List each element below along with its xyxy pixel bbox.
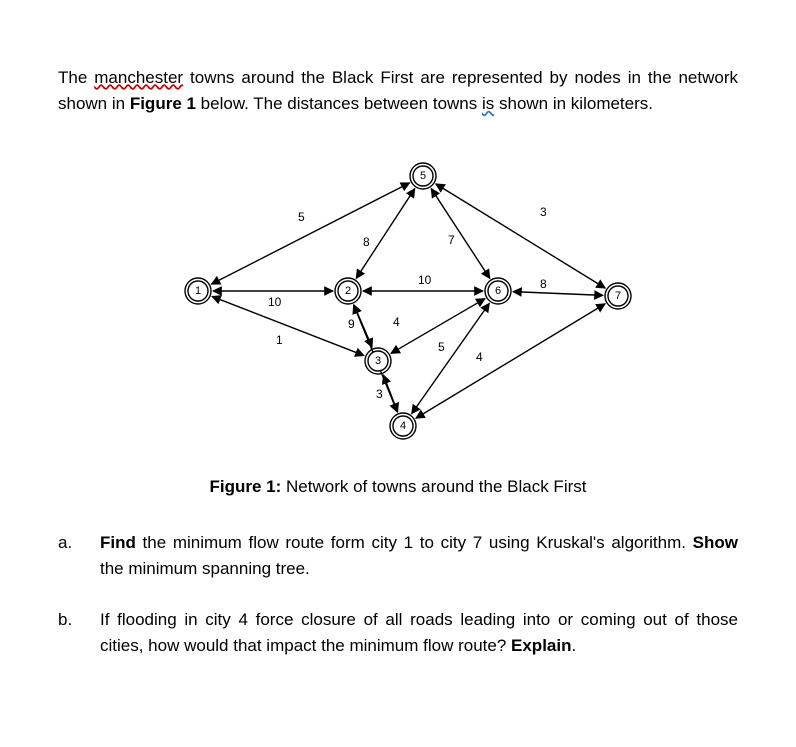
qa-t2: the minimum flow route form city 1 to ci… bbox=[136, 533, 693, 552]
qa-bold2: Show bbox=[693, 533, 738, 552]
svg-text:10: 10 bbox=[268, 295, 282, 309]
svg-text:4: 4 bbox=[400, 420, 406, 432]
figure-caption: Figure 1: Network of towns around the Bl… bbox=[58, 474, 738, 500]
question-a-label: a. bbox=[58, 530, 78, 583]
svg-text:1: 1 bbox=[195, 285, 201, 297]
intro-squiggle-2: is bbox=[482, 94, 494, 113]
svg-text:10: 10 bbox=[418, 273, 432, 287]
question-b-label: b. bbox=[58, 607, 78, 660]
svg-text:9: 9 bbox=[348, 317, 355, 331]
svg-text:2: 2 bbox=[345, 285, 351, 297]
caption-rest: Network of towns around the Black First bbox=[281, 477, 586, 496]
svg-text:6: 6 bbox=[495, 285, 501, 297]
question-a: a. Find the minimum flow route form city… bbox=[58, 530, 738, 583]
svg-text:8: 8 bbox=[540, 277, 547, 291]
svg-text:1: 1 bbox=[276, 333, 283, 347]
intro-text: The bbox=[58, 68, 94, 87]
svg-text:3: 3 bbox=[540, 205, 547, 219]
svg-text:5: 5 bbox=[438, 340, 445, 354]
intro-squiggle-1: manchester bbox=[94, 68, 183, 87]
intro-text: shown in kilometers. bbox=[494, 94, 653, 113]
qb-bold: Explain bbox=[511, 636, 571, 655]
figure-wrap: 1 2 3 4 5 6 7 10 5 1 8 10 9 4 3 5 4 7 3 8 bbox=[58, 136, 738, 456]
svg-text:5: 5 bbox=[420, 170, 426, 182]
svg-text:5: 5 bbox=[298, 210, 305, 224]
svg-text:7: 7 bbox=[448, 233, 455, 247]
svg-text:8: 8 bbox=[363, 235, 370, 249]
intro-bold: Figure 1 bbox=[130, 94, 196, 113]
svg-text:7: 7 bbox=[615, 290, 621, 302]
intro-paragraph: The manchester towns around the Black Fi… bbox=[58, 65, 738, 118]
svg-text:4: 4 bbox=[393, 315, 400, 329]
caption-bold: Figure 1: bbox=[210, 477, 282, 496]
svg-text:3: 3 bbox=[376, 387, 383, 401]
network-diagram: 1 2 3 4 5 6 7 10 5 1 8 10 9 4 3 5 4 7 3 8 bbox=[138, 136, 658, 456]
qb-t1: If flooding in city 4 force closure of a… bbox=[100, 610, 738, 655]
svg-text:3: 3 bbox=[375, 355, 381, 367]
question-b: b. If flooding in city 4 force closure o… bbox=[58, 607, 738, 660]
svg-text:4: 4 bbox=[476, 350, 483, 364]
qa-t4: the minimum spanning tree. bbox=[100, 559, 310, 578]
qb-t3: . bbox=[571, 636, 576, 655]
question-b-text: If flooding in city 4 force closure of a… bbox=[100, 607, 738, 660]
question-a-text: Find the minimum flow route form city 1 … bbox=[100, 530, 738, 583]
qa-bold1: Find bbox=[100, 533, 136, 552]
intro-text: below. The distances between towns bbox=[196, 94, 482, 113]
